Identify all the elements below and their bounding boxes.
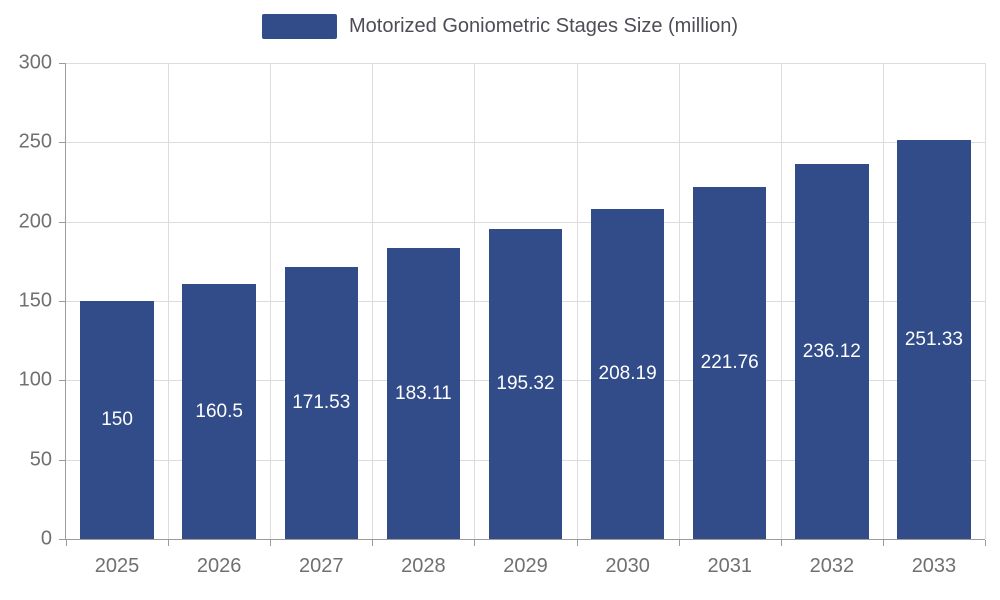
category-band: 221.76 [679, 63, 781, 539]
gridline-v [678, 63, 680, 539]
category-band: 236.12 [781, 63, 883, 539]
category-band: 150 [66, 63, 168, 539]
gridline-h [66, 142, 985, 144]
bar-2031[interactable]: 221.76 [692, 187, 767, 539]
bar-2025[interactable]: 150 [80, 301, 154, 539]
bar-value-label: 195.32 [496, 373, 555, 395]
bar-2029[interactable]: 195.32 [488, 229, 563, 539]
bar-value-label: 251.33 [904, 328, 963, 350]
legend-label: Motorized Goniometric Stages Size (milli… [348, 15, 739, 37]
gridline-v [168, 63, 170, 539]
legend-swatch [261, 14, 337, 39]
x-axis-tick [372, 540, 374, 546]
x-axis-tick [168, 540, 170, 546]
x-axis-label-2030: 2030 [605, 555, 650, 577]
x-axis-tick [780, 540, 782, 546]
x-axis-label-2033: 2033 [911, 555, 957, 577]
y-axis-tick [59, 221, 65, 223]
x-axis-tick [882, 540, 884, 546]
gridline-v [780, 63, 782, 539]
category-band: 171.53 [270, 63, 372, 539]
gridline-v [576, 63, 578, 539]
bar-2030[interactable]: 208.19 [590, 208, 665, 539]
y-axis-tick-label: 200 [18, 210, 52, 233]
bar-value-label: 171.53 [292, 391, 351, 413]
x-axis-label-2028: 2028 [401, 555, 446, 577]
y-axis-tick [59, 380, 65, 382]
category-band: 208.19 [577, 63, 679, 539]
x-axis-tick [474, 540, 476, 546]
x-axis-tick [985, 540, 986, 546]
category-band: 183.11 [372, 63, 474, 539]
gridline-h [66, 221, 985, 223]
category-band: 251.33 [883, 63, 985, 539]
bar-value-label: 236.12 [802, 340, 861, 362]
bar-value-label: 208.19 [598, 362, 657, 384]
bar-value-label: 183.11 [395, 382, 452, 404]
gridline-v [372, 63, 374, 539]
x-axis-label-2026: 2026 [196, 555, 242, 577]
gridline-v [270, 63, 272, 539]
y-axis-tick [59, 63, 65, 64]
y-axis-tick-label: 150 [18, 289, 52, 312]
x-axis-tick [66, 540, 67, 546]
x-axis-label-2025: 2025 [94, 555, 140, 577]
y-axis-tick [59, 142, 65, 144]
category-band: 195.32 [474, 63, 576, 539]
gridline-v [882, 63, 884, 539]
x-axis-tick [270, 540, 272, 546]
bar-value-label: 221.76 [700, 352, 759, 374]
plot-area: 0 50 100 150 200 250 300 150 2025 160.5 2026 171.53… [19, 52, 986, 577]
x-axis-label-2031: 2031 [707, 555, 752, 577]
gridline-v [985, 63, 986, 539]
bar-value-label: 150 [101, 409, 133, 430]
y-axis-tick-label: 300 [18, 51, 52, 74]
y-axis-tick-label: 250 [18, 130, 52, 153]
x-axis-label-2032: 2032 [809, 555, 855, 577]
bar-2027[interactable]: 171.53 [284, 266, 359, 539]
x-axis-label-2027: 2027 [299, 555, 344, 577]
y-axis-tick [59, 539, 65, 540]
y-axis-tick [59, 301, 65, 302]
bar-2026[interactable]: 160.5 [182, 284, 256, 539]
bar-2028[interactable]: 183.11 [386, 248, 461, 539]
bar-value-label: 160.5 [195, 400, 243, 422]
x-axis-label-2029: 2029 [503, 555, 548, 577]
gridline-h [66, 63, 985, 64]
bar-2032[interactable]: 236.12 [795, 164, 869, 539]
y-axis-tick-label: 0 [40, 527, 52, 550]
y-axis-tick-label: 50 [29, 448, 52, 471]
y-axis-tick-label: 100 [18, 368, 52, 391]
bar-2033[interactable]: 251.33 [897, 140, 971, 539]
x-axis-tick [678, 540, 680, 546]
gridline-v [474, 63, 476, 539]
chart-legend[interactable]: Motorized Goniometric Stages Size (milli… [261, 14, 739, 39]
y-axis-tick [59, 459, 65, 461]
x-axis-tick [576, 540, 578, 546]
category-band: 160.5 [168, 63, 270, 539]
